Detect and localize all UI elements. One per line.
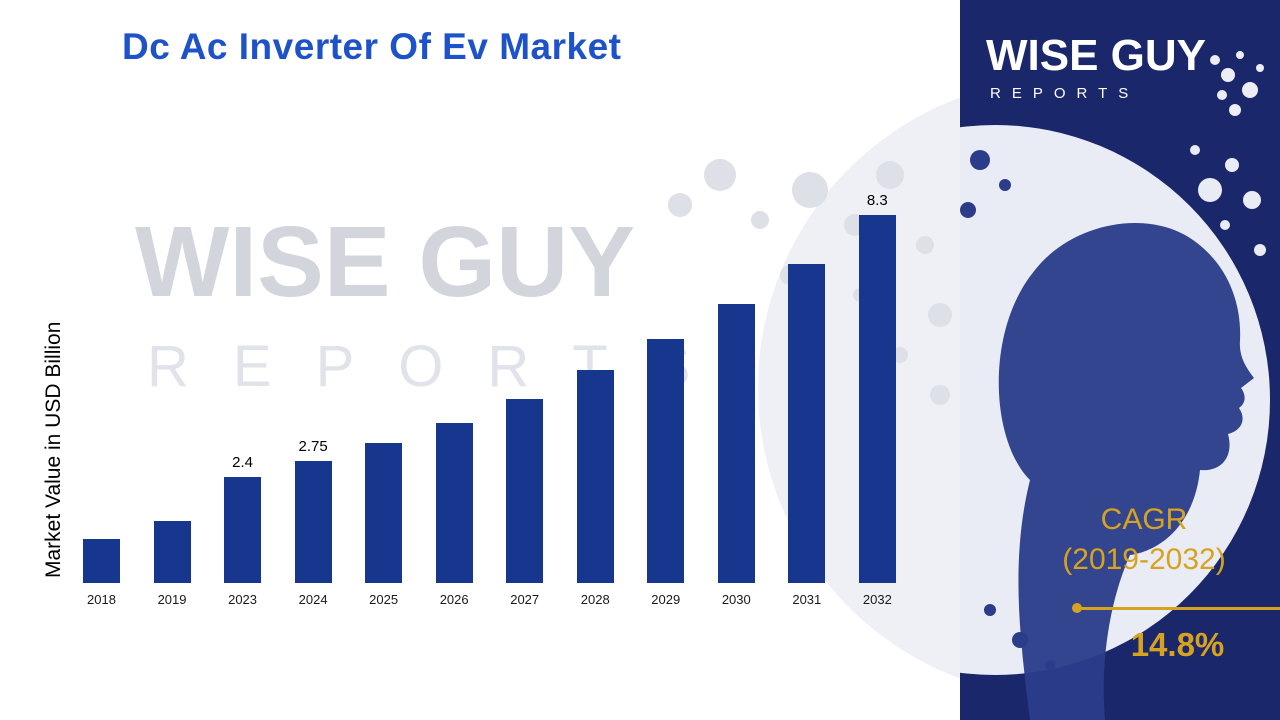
bar-2029 — [647, 339, 685, 583]
cagr-range: (2019-2032) — [1062, 543, 1226, 576]
bar-2025 — [365, 443, 403, 583]
x-tick-label: 2019 — [157, 592, 187, 607]
y-axis-label: Market Value in USD Billion — [42, 321, 65, 578]
bar-2018 — [83, 539, 120, 583]
bar-2019 — [153, 521, 191, 583]
bar-2028 — [576, 370, 614, 583]
brand-logo-sub: REPORTS — [990, 85, 1140, 102]
watermark-line1: WISE GUY — [135, 206, 636, 318]
bar-2030 — [717, 304, 755, 583]
bar-group: 2019 — [153, 203, 191, 607]
side-panel: WISE GUY REPORTS CAGR (2019-2032) 14.8% — [960, 0, 1280, 720]
x-tick-label: 2026 — [439, 592, 469, 607]
bars: 2018 2019 2.4 2023 2.75 2024 2025 2026 2027 2028 2… — [83, 192, 896, 607]
bar-group: 2.4 2023 — [224, 203, 262, 607]
bar-2031 — [788, 264, 826, 583]
brand-logo: WISE GUY REPORTS — [986, 31, 1207, 103]
cagr-label: CAGR — [1100, 503, 1188, 536]
bar-group: 2026 — [435, 203, 473, 607]
x-tick-label: 2023 — [228, 592, 258, 607]
bar-2026 — [435, 423, 473, 583]
cagr-block: CAGR (2019-2032) — [1020, 500, 1268, 580]
bar-value-label: 2.75 — [298, 438, 328, 455]
x-tick-label: 2027 — [510, 592, 540, 607]
bar-2023 — [224, 477, 262, 583]
bar-2024 — [294, 461, 332, 583]
bar-group: 2027 — [506, 203, 544, 607]
x-tick-label: 2025 — [369, 592, 399, 607]
x-tick-label: 2024 — [298, 592, 328, 607]
brand-logo-name: WISE GUY — [986, 31, 1207, 80]
x-tick-label: 2029 — [651, 592, 681, 607]
cagr-divider — [1072, 603, 1280, 613]
x-tick-label: 2031 — [792, 592, 822, 607]
bar-group: 2029 — [647, 203, 685, 607]
bar-group: 8.3 2032 — [858, 192, 896, 607]
bar-2032 — [858, 215, 896, 583]
bar-group: 2030 — [717, 203, 755, 607]
bar-value-label: 2.4 — [232, 454, 253, 471]
bar-group: 2018 — [83, 203, 120, 607]
x-tick-label: 2028 — [580, 592, 610, 607]
cagr-value: 14.8% — [1130, 626, 1225, 663]
head-silhouette — [998, 222, 1254, 720]
face-graphic — [960, 51, 1270, 720]
x-tick-label: 2032 — [862, 592, 892, 607]
x-tick-label: 2018 — [87, 592, 116, 607]
bar-value-label: 8.3 — [866, 192, 888, 209]
bar-2027 — [506, 399, 544, 583]
bar-group: 2028 — [576, 203, 614, 607]
bar-group: 2025 — [365, 203, 403, 607]
x-tick-label: 2030 — [721, 592, 751, 607]
chart-title: Dc Ac Inverter Of Ev Market — [122, 26, 622, 67]
bar-group: 2.75 2024 — [294, 203, 332, 607]
bar-group: 2031 — [788, 203, 826, 607]
